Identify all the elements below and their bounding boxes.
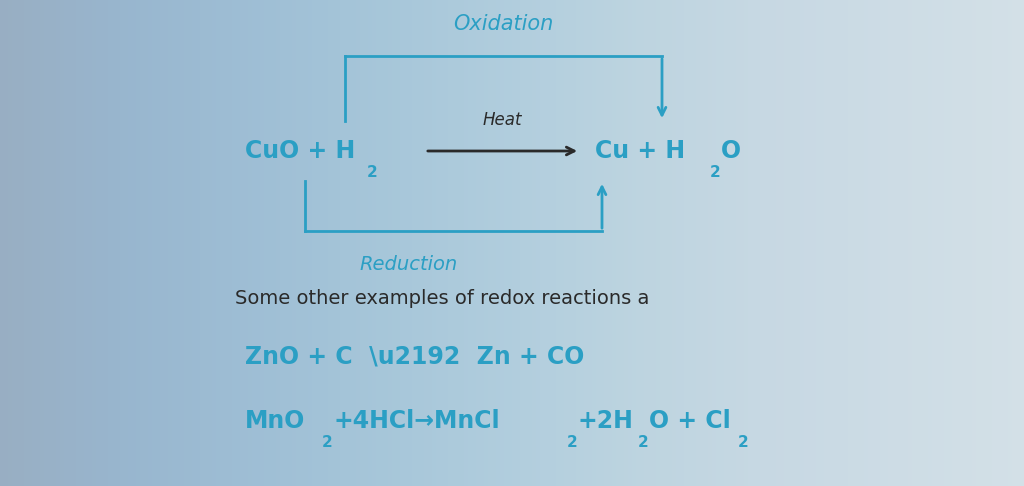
Text: 2: 2	[710, 164, 721, 179]
Text: Reduction: Reduction	[359, 255, 458, 274]
Text: 2: 2	[367, 164, 378, 179]
Text: O + Cl: O + Cl	[649, 409, 731, 433]
Text: 2: 2	[738, 434, 749, 450]
Text: Heat: Heat	[482, 111, 522, 129]
Text: 2: 2	[638, 434, 649, 450]
Text: CuO + H: CuO + H	[245, 139, 355, 163]
Text: O: O	[721, 139, 741, 163]
Text: +4HCl→MnCl: +4HCl→MnCl	[333, 409, 500, 433]
Text: Oxidation: Oxidation	[454, 14, 554, 34]
Text: +2H: +2H	[578, 409, 634, 433]
Text: ZnO + C  \u2192  Zn + CO: ZnO + C \u2192 Zn + CO	[245, 344, 585, 368]
Text: 2: 2	[322, 434, 333, 450]
Text: 2: 2	[567, 434, 578, 450]
Text: Some other examples of redox reactions a: Some other examples of redox reactions a	[234, 289, 649, 308]
Text: MnO: MnO	[245, 409, 305, 433]
Text: Cu + H: Cu + H	[595, 139, 685, 163]
